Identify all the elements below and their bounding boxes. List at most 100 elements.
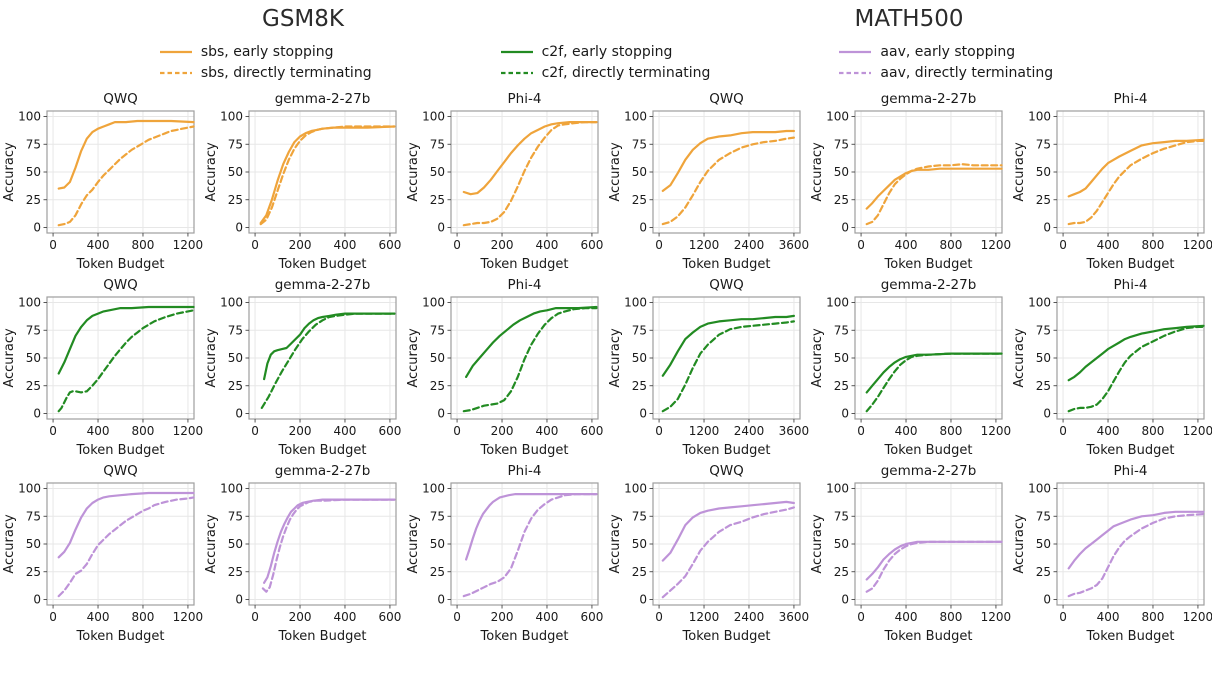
y-tick-label: 25 (834, 565, 849, 579)
y-tick-label: 100 (624, 110, 647, 124)
x-axis-label: Token Budget (1086, 257, 1175, 272)
legend-group-sbs: sbs, early stopping sbs, directly termina… (159, 44, 372, 81)
subplot-gsm8k-phi-4-aav: 0 25 50 75 100 0 200 400 600 Phi-4 Accuracy Token B… (404, 461, 606, 647)
y-tick-label: 50 (1036, 165, 1051, 179)
subplot-canvas: 0 25 50 75 100 0 400 800 1200 gemma-2-27b Accuracy… (810, 277, 1012, 458)
y-axis-label: Accuracy (608, 142, 623, 202)
subplot-math500-gemma-2-27b-aav: 0 25 50 75 100 0 400 800 1200 gemma-2-27b Accuracy… (808, 461, 1011, 647)
y-tick-label: 100 (826, 110, 849, 124)
x-tick-label: 400 (536, 238, 559, 252)
subplot-title: gemma-2-27b (275, 463, 371, 479)
x-tick-label: 600 (580, 238, 603, 252)
figure-titles-row: GSM8K MATH500 (0, 0, 1212, 32)
x-tick-label: 3600 (779, 238, 810, 252)
subplot-math500-qwq-sbs: 0 25 50 75 100 0 1200 2400 3600 QWQ Accuracy Token … (606, 89, 810, 275)
x-axis-label: Token Budget (682, 629, 771, 644)
y-tick-label: 0 (841, 407, 849, 421)
subplot-title: Phi-4 (1114, 277, 1148, 293)
x-tick-label: 800 (132, 424, 155, 438)
x-tick-label: 400 (334, 238, 357, 252)
series-line-c2f-solid (1067, 324, 1205, 382)
subplot-canvas: 0 25 50 75 100 0 400 800 1200 gemma-2-27b Accuracy… (810, 463, 1011, 644)
x-tick-label: 0 (251, 610, 259, 624)
dashed-line-sample-icon (159, 71, 192, 75)
y-tick-label: 100 (18, 482, 41, 496)
subplot-title: QWQ (103, 277, 138, 293)
x-tick-label: 0 (655, 238, 663, 252)
x-tick-label: 600 (378, 610, 401, 624)
y-tick-label: 50 (430, 351, 445, 365)
solid-line-sample-icon (159, 50, 192, 54)
series-line-aav-solid (262, 498, 396, 584)
y-tick-label: 75 (228, 509, 243, 523)
subplot-canvas: 0 25 50 75 100 0 400 800 1200 Phi-4 Accuracy Token … (1012, 277, 1212, 458)
x-axis-label: Token Budget (884, 443, 973, 458)
series-line-sbs-dashed (462, 120, 598, 227)
x-tick-label: 800 (940, 238, 963, 252)
x-tick-label: 0 (655, 424, 663, 438)
y-tick-label: 100 (18, 296, 41, 310)
series-line-sbs-dashed (865, 163, 1003, 226)
subplot-gsm8k-qwq-sbs: 0 25 50 75 100 0 400 800 1200 QWQ Accuracy Token Bu… (0, 89, 203, 275)
x-tick-label: 0 (49, 424, 57, 438)
subplot-title: QWQ (709, 91, 744, 107)
y-tick-label: 25 (228, 193, 243, 207)
x-tick-label: 1200 (981, 424, 1012, 438)
legend-label: sbs, directly terminating (200, 65, 372, 81)
subplot-canvas: 0 25 50 75 100 0 400 800 1200 QWQ Accuracy Token Bu… (2, 463, 203, 644)
series-line-aav-dashed (462, 492, 598, 598)
subplot-gsm8k-gemma-2-27b-aav: 0 25 50 75 100 0 200 400 600 gemma-2-27b Accuracy T… (202, 461, 404, 647)
y-tick-label: 25 (430, 379, 445, 393)
x-tick-label: 0 (49, 238, 57, 252)
y-tick-label: 75 (430, 137, 445, 151)
y-tick-label: 75 (26, 137, 41, 151)
subplot-canvas: 0 25 50 75 100 0 400 800 1200 Phi-4 Accuracy Token … (1012, 463, 1212, 644)
x-axis-label: Token Budget (1086, 443, 1175, 458)
y-tick-label: 0 (1043, 407, 1051, 421)
x-tick-label: 200 (289, 424, 312, 438)
subplot-canvas: 0 25 50 75 100 0 1200 2400 3600 QWQ Accuracy Token … (608, 277, 809, 458)
legend-item-aav-dashed: aav, directly terminating (838, 65, 1053, 81)
x-tick-label: 1200 (689, 610, 720, 624)
y-tick-label: 75 (632, 509, 647, 523)
y-tick-label: 75 (834, 323, 849, 337)
subplot-gsm8k-phi-4-sbs: 0 25 50 75 100 0 200 400 600 Phi-4 Accuracy Token B… (404, 89, 606, 275)
y-axis-label: Accuracy (204, 328, 219, 388)
y-tick-label: 100 (220, 482, 243, 496)
y-tick-label: 25 (632, 379, 647, 393)
y-tick-label: 50 (228, 351, 243, 365)
x-tick-label: 400 (87, 238, 110, 252)
dashed-line-sample-icon (500, 71, 533, 75)
subplot-gsm8k-phi-4-c2f: 0 25 50 75 100 0 200 400 600 Phi-4 Accuracy Token B… (404, 275, 606, 461)
x-tick-label: 0 (49, 610, 57, 624)
y-tick-label: 100 (422, 110, 445, 124)
series-line-c2f-dashed (57, 309, 195, 413)
y-tick-label: 50 (26, 351, 41, 365)
figure: GSM8K MATH500 sbs, early stopping sbs, di… (0, 0, 1212, 647)
y-axis-label: Accuracy (1012, 514, 1027, 574)
subplot-gsm8k-gemma-2-27b-c2f: 0 25 50 75 100 0 200 400 600 gemma-2-27b Accuracy T… (202, 275, 404, 461)
x-tick-label: 200 (289, 238, 312, 252)
group-title-gsm8k: GSM8K (262, 6, 344, 32)
y-tick-label: 100 (624, 482, 647, 496)
y-tick-label: 50 (834, 537, 849, 551)
y-axis-label: Accuracy (1012, 142, 1027, 202)
x-tick-label: 1200 (981, 238, 1012, 252)
y-axis-label: Accuracy (2, 328, 17, 388)
series-line-aav-solid (661, 500, 795, 562)
y-axis-label: Accuracy (608, 514, 623, 574)
solid-line-sample-icon (500, 50, 533, 54)
y-tick-label: 75 (430, 323, 445, 337)
series-line-aav-solid (57, 491, 195, 559)
x-tick-label: 0 (1059, 238, 1067, 252)
subplot-canvas: 0 25 50 75 100 0 200 400 600 gemma-2-27b Accuracy T… (204, 463, 401, 644)
x-tick-label: 600 (378, 424, 401, 438)
subplot-math500-phi-4-aav: 0 25 50 75 100 0 400 800 1200 Phi-4 Accuracy Token … (1010, 461, 1212, 647)
subplot-canvas: 0 25 50 75 100 0 400 800 1200 Phi-4 Accuracy Token … (1012, 91, 1212, 272)
subplot-canvas: 0 25 50 75 100 0 400 800 1200 QWQ Accuracy Token Bu… (2, 91, 203, 272)
y-tick-label: 0 (841, 593, 849, 607)
x-tick-label: 0 (857, 238, 865, 252)
x-axis-label: Token Budget (884, 629, 973, 644)
y-tick-label: 0 (437, 407, 445, 421)
x-tick-label: 1200 (1183, 424, 1212, 438)
